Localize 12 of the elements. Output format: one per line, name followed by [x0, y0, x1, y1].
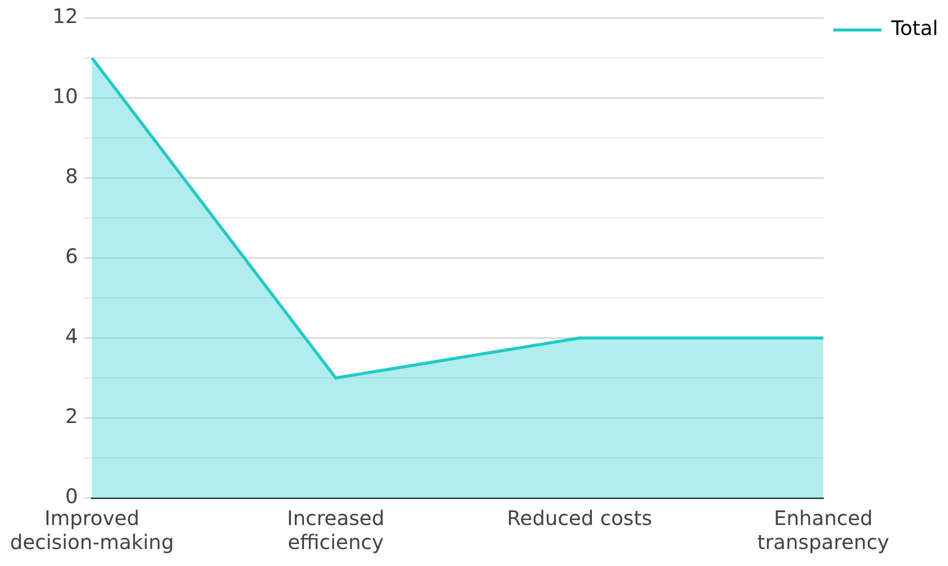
y-tick-label: 12: [52, 4, 78, 28]
y-tick-label: 4: [65, 324, 78, 348]
y-tick-label: 8: [65, 164, 78, 188]
x-tick-label: Enhanced transparency: [757, 506, 890, 554]
x-tick-label: Improved decision-making: [10, 506, 174, 554]
y-tick-label: 6: [65, 244, 78, 268]
y-tick-label: 0: [65, 484, 78, 508]
legend-label: Total: [890, 16, 938, 40]
x-tick-label: Increased efficiency: [287, 506, 384, 554]
x-tick-label: Reduced costs: [507, 506, 652, 530]
y-tick-label: 2: [65, 404, 78, 428]
y-tick-label: 10: [52, 84, 78, 108]
